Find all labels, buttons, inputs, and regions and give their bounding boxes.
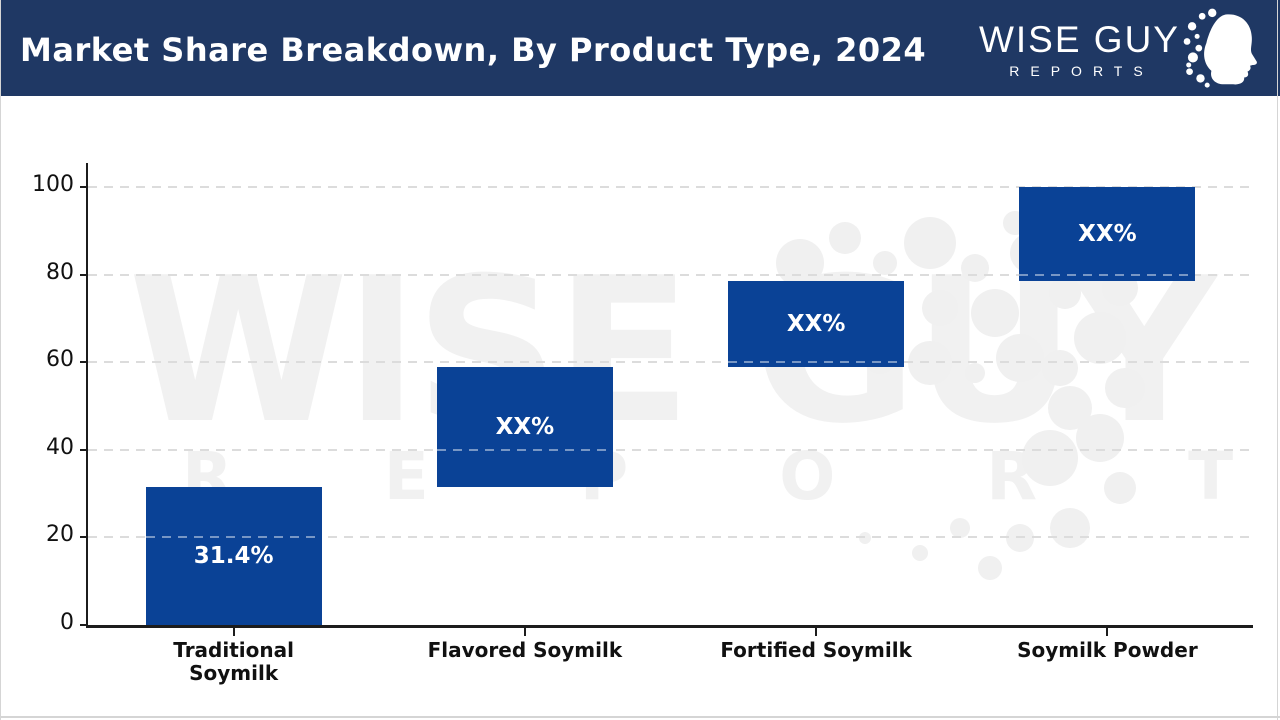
frame-left (0, 0, 1, 720)
gridline-40 (88, 448, 1253, 451)
gridline-100 (88, 186, 1253, 188)
gridline-80 (88, 273, 1253, 276)
bar-2: XX% (436, 366, 613, 488)
brand-head-icon (1183, 8, 1257, 88)
gridline-60 (88, 361, 1253, 364)
header-bar: Market Share Breakdown, By Product Type,… (0, 0, 1280, 96)
bar-value-label: XX% (1078, 221, 1137, 248)
bar-value-label: 31.4% (193, 543, 274, 570)
gridline-over-bar (1019, 273, 1196, 276)
x-tick (815, 628, 818, 636)
frame-right (1277, 0, 1278, 720)
bar-3: XX% (728, 281, 905, 367)
gridline-over-bar (145, 536, 322, 539)
y-tick (80, 361, 87, 364)
gridline-over-bar (436, 448, 613, 451)
x-tick (232, 628, 235, 636)
page-title: Market Share Breakdown, By Product Type,… (20, 31, 927, 69)
y-tick-label: 80 (46, 259, 74, 285)
y-axis-line (86, 163, 88, 627)
brand-subtitle: REPORTS (1009, 62, 1154, 79)
y-tick-label: 100 (32, 172, 74, 197)
bar-4: XX% (1019, 187, 1196, 282)
x-tick (1106, 628, 1109, 636)
frame-bottom (0, 716, 1280, 718)
brand-name: WISE GUY (978, 18, 1180, 60)
bar-1: 31.4% (145, 487, 322, 625)
y-tick-label: 20 (46, 522, 74, 548)
y-tick-label: 60 (46, 347, 74, 373)
bar-value-label: XX% (786, 310, 846, 337)
y-tick (80, 273, 87, 276)
x-tick (523, 628, 526, 636)
category-label: Fortified Soymilk (720, 638, 912, 662)
gridline-over-bar (728, 361, 905, 364)
gridline-20 (88, 536, 1253, 539)
category-label: Flavored Soymilk (427, 638, 623, 662)
y-tick (80, 624, 87, 626)
y-tick (80, 536, 87, 539)
category-label: Soymilk Powder (1017, 638, 1198, 662)
category-label: Traditional Soymilk (173, 638, 294, 685)
y-tick (80, 186, 87, 188)
y-tick-label: 40 (46, 434, 74, 460)
brand-logo: WISE GUY REPORTS (979, 6, 1266, 92)
bar-value-label: XX% (495, 414, 555, 441)
y-tick (80, 448, 87, 451)
y-tick-label: 0 (60, 610, 74, 635)
brand-logo-text: WISE GUY REPORTS (978, 18, 1180, 79)
x-axis-line (86, 625, 1253, 628)
